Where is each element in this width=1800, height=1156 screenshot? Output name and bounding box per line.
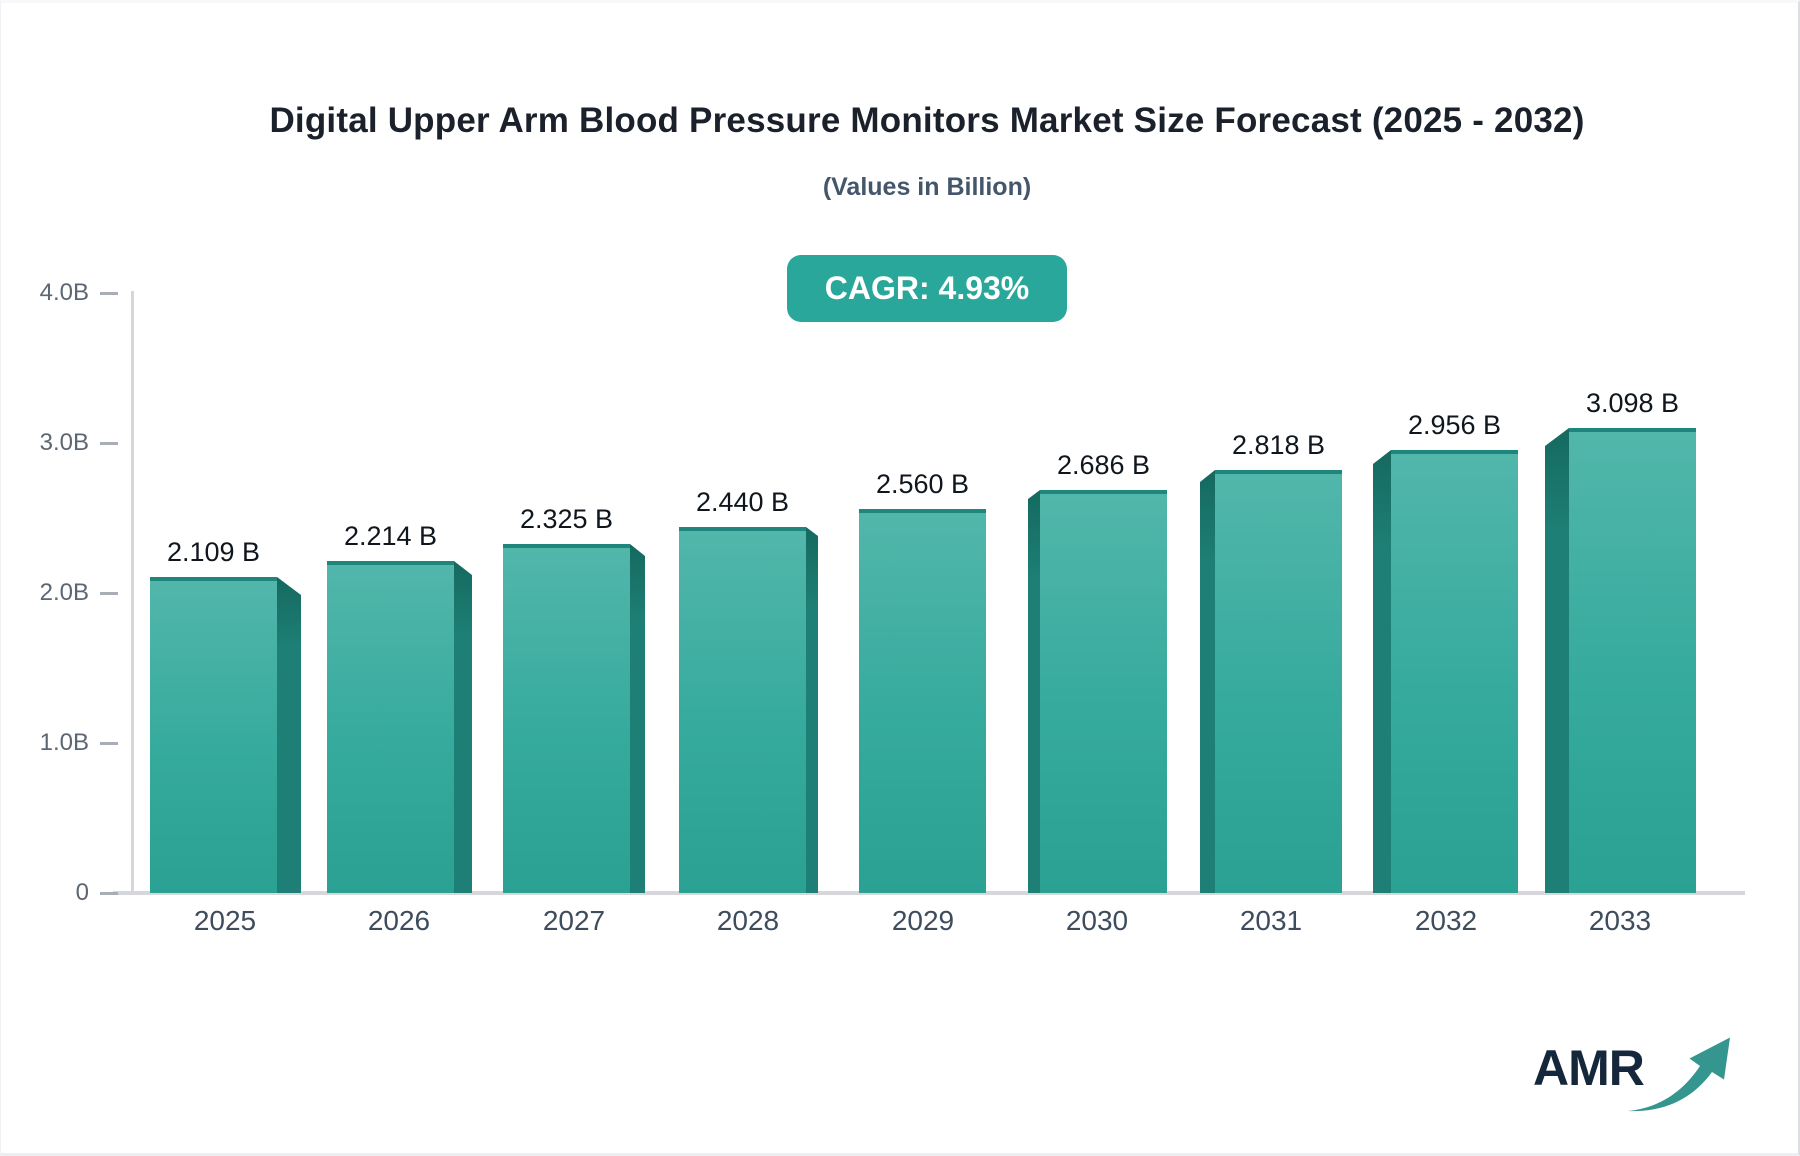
- bar-2025: [150, 577, 277, 893]
- y-tick-label: 2.0B: [39, 579, 89, 606]
- x-tick-label: 2027: [542, 905, 606, 936]
- bar-value-label: 2.325 B: [519, 504, 614, 534]
- bar-side-2030: [1028, 490, 1040, 893]
- y-tick-label: 3.0B: [39, 429, 89, 456]
- chart-subtitle: (Values in Billion): [822, 173, 1032, 201]
- bar-side-2032: [1373, 450, 1391, 893]
- bar-side-2025: [277, 577, 301, 893]
- x-axis-line: [113, 891, 1745, 895]
- bar-2032: [1391, 450, 1518, 893]
- y-axis-line: [131, 291, 134, 895]
- bar-side-2031: [1200, 470, 1215, 893]
- bar-2030: [1040, 490, 1167, 893]
- x-tick-label: 2031: [1239, 905, 1303, 936]
- bar-2029: [859, 509, 986, 893]
- y-tick-dash: [100, 292, 118, 295]
- cagr-badge-wrap: CAGR: 4.93%: [56, 255, 1798, 322]
- cagr-badge: CAGR: 4.93%: [786, 255, 1068, 322]
- page-title: Digital Upper Arm Blood Pressure Monitor…: [269, 101, 1585, 140]
- bar-2033: [1569, 428, 1696, 893]
- bar-side-2026: [454, 561, 472, 893]
- x-tick-label: 2030: [1065, 905, 1129, 936]
- bar-value-label: 2.818 B: [1231, 430, 1326, 460]
- amr-logo: AMR: [1533, 1037, 1733, 1119]
- bar-value-label: 2.109 B: [166, 537, 261, 567]
- bar-2031: [1215, 470, 1342, 893]
- bar-side-2033: [1545, 428, 1569, 893]
- bar-value-label: 2.560 B: [875, 469, 970, 499]
- bar-value-label: 2.686 B: [1056, 450, 1151, 480]
- x-tick-label: 2028: [716, 905, 780, 936]
- x-tick-label: 2032: [1414, 905, 1478, 936]
- bar-side-2027: [630, 544, 645, 893]
- bar-value-label: 3.098 B: [1585, 388, 1680, 418]
- bar-2026: [327, 561, 454, 893]
- growth-arrow-icon: [1628, 1037, 1730, 1112]
- y-tick-dash: [100, 442, 118, 445]
- x-tick-label: 2029: [891, 905, 955, 936]
- y-tick-dash: [100, 742, 118, 745]
- x-tick-label: 2033: [1588, 905, 1652, 936]
- y-tick-dash: [100, 892, 118, 895]
- y-tick-label: 0: [75, 879, 89, 906]
- y-tick-dash: [100, 592, 118, 595]
- bar-value-label: 2.956 B: [1407, 410, 1502, 440]
- amr-logo-text: AMR: [1533, 1040, 1645, 1096]
- bar-value-label: 2.440 B: [695, 487, 790, 517]
- x-tick-label: 2026: [367, 905, 431, 936]
- bar-2027: [503, 544, 630, 893]
- y-tick-label: 1.0B: [39, 729, 89, 756]
- x-tick-label: 2025: [193, 905, 257, 936]
- bar-value-label: 2.214 B: [343, 521, 438, 551]
- bar-2028: [679, 527, 806, 893]
- bar-side-2028: [806, 527, 818, 893]
- y-tick-label: 4.0B: [39, 279, 89, 306]
